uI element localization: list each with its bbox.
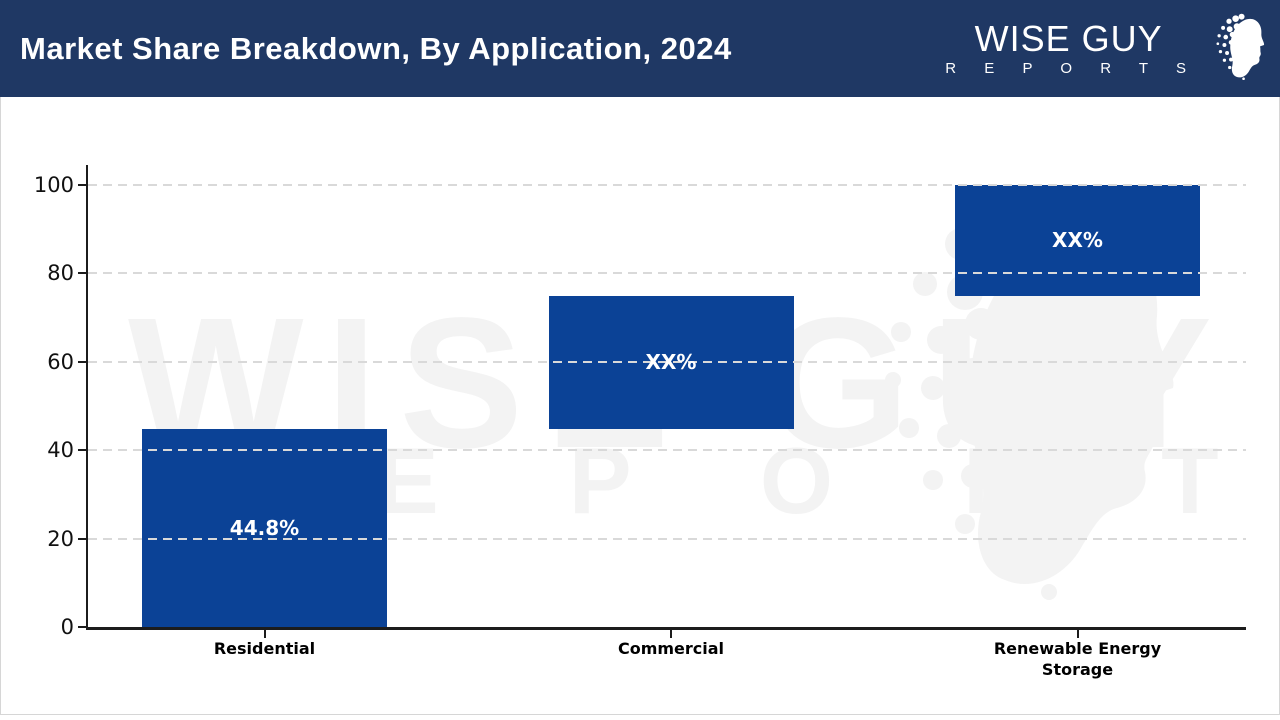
y-tick-label-0: 0 <box>60 615 74 639</box>
bar-residential <box>142 428 387 627</box>
bar-value-label-1: XX% <box>645 350 697 375</box>
x-category-label-1: Commercial <box>617 639 725 658</box>
gridline-20 <box>88 537 1246 540</box>
page-title: Market Share Breakdown, By Application, … <box>20 30 732 66</box>
chart-area: WISE GUY R E P O R T S 02040608010044.8%… <box>0 97 1280 720</box>
y-tick-label-80: 80 <box>47 261 74 286</box>
x-tick-mark-2 <box>1076 630 1079 638</box>
x-category-label-0: Residential <box>213 639 316 658</box>
gridline-100 <box>88 184 1246 186</box>
bar-value-label-0: 44.8% <box>229 515 300 540</box>
logo-subtitle: R E P O R T S <box>945 60 1198 77</box>
x-axis-line <box>86 627 1246 630</box>
y-tick-mark-40 <box>78 449 87 452</box>
gridline-40 <box>88 449 1246 452</box>
bar-value-label-2: XX% <box>1052 228 1103 253</box>
y-tick-mark-20 <box>78 537 87 540</box>
gridline-80 <box>88 272 1246 275</box>
y-tick-mark-80 <box>78 272 87 275</box>
y-tick-label-20: 20 <box>47 526 74 551</box>
y-tick-label-60: 60 <box>47 349 74 374</box>
x-tick-mark-1 <box>670 630 672 638</box>
bar-renewable-energy-storage <box>955 185 1200 296</box>
y-axis-line <box>86 165 88 630</box>
wise-guy-logo: WISE GUY R E P O R T S <box>939 9 1266 89</box>
x-tick-mark-0 <box>263 630 266 638</box>
y-tick-mark-60 <box>78 360 87 363</box>
y-tick-mark-0 <box>78 626 87 628</box>
header-bar: Market Share Breakdown, By Application, … <box>0 0 1280 97</box>
y-tick-mark-100 <box>78 184 87 186</box>
logo-text: WISE GUY R E P O R T S <box>939 18 1198 77</box>
x-category-label-2: Renewable Energy Storage <box>993 639 1162 679</box>
gridline-60 <box>88 360 1246 363</box>
face-logo-icon <box>1216 13 1265 80</box>
y-tick-label-100: 100 <box>33 173 74 197</box>
y-tick-label-40: 40 <box>47 438 74 463</box>
logo-wordmark: WISE GUY <box>974 18 1163 59</box>
